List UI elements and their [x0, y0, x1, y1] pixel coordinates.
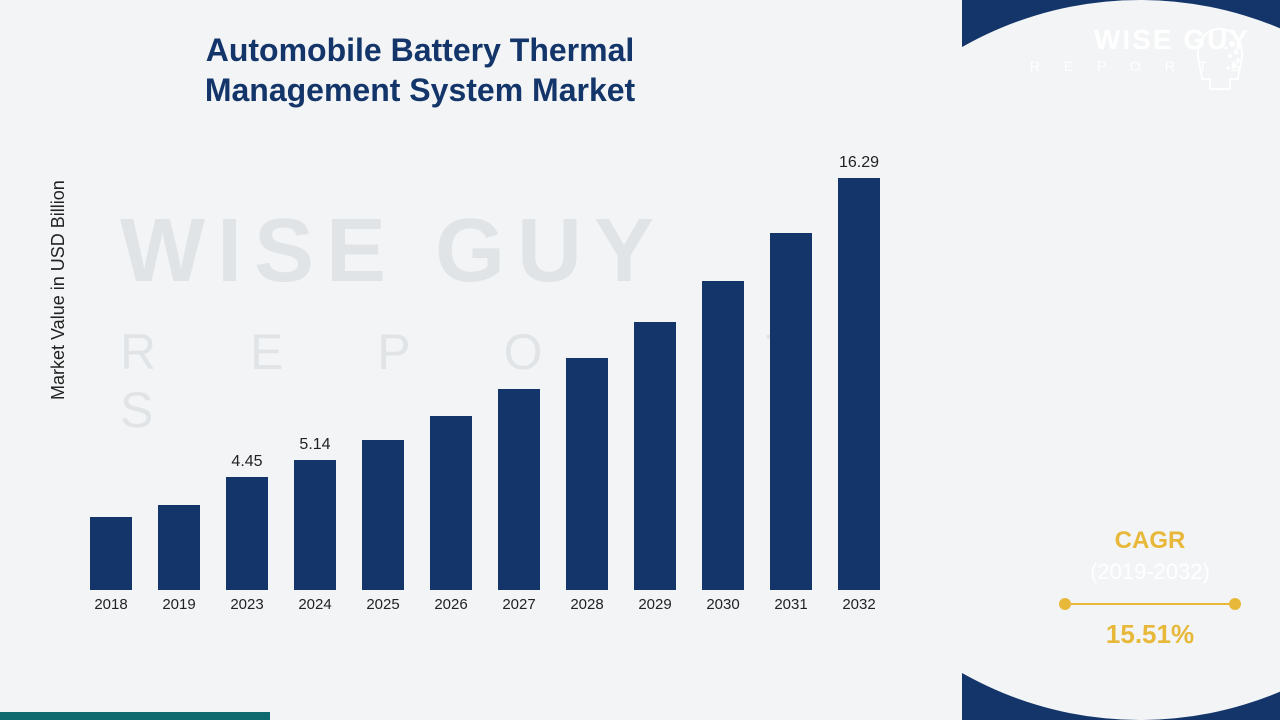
cagr-divider: [1065, 603, 1235, 605]
x-tick-label: 2027: [489, 596, 549, 613]
bar: [770, 233, 812, 590]
bar-value-label: 16.29: [829, 154, 889, 172]
x-tick-label: 2025: [353, 596, 413, 613]
page-root: WISE GUY R E P O R T S Automobile Batter…: [0, 0, 1280, 720]
bar-chart: 4.455.1416.29 20182019202320242025202620…: [80, 160, 910, 620]
bar-value-label: 4.45: [217, 453, 277, 471]
x-tick-label: 2018: [81, 596, 141, 613]
cagr-range: (2019-2032): [1050, 559, 1250, 585]
bar: [362, 440, 404, 590]
bar: [226, 477, 268, 590]
bar: [90, 517, 132, 590]
cagr-block: CAGR (2019-2032) 15.51%: [1050, 527, 1250, 650]
bar: [702, 281, 744, 590]
bar: [430, 416, 472, 590]
bar: [294, 460, 336, 590]
bar: [158, 505, 200, 590]
x-tick-label: 2031: [761, 596, 821, 613]
y-axis-label: Market Value in USD Billion: [48, 180, 69, 400]
x-tick-label: 2032: [829, 596, 889, 613]
bottom-accent-bar: [0, 712, 270, 720]
bar-value-label: 5.14: [285, 436, 345, 454]
x-tick-label: 2026: [421, 596, 481, 613]
x-tick-label: 2030: [693, 596, 753, 613]
chart-title: Automobile Battery Thermal Management Sy…: [120, 30, 720, 110]
x-tick-label: 2029: [625, 596, 685, 613]
bar: [498, 389, 540, 590]
bar: [838, 178, 880, 590]
cagr-label: CAGR: [1050, 527, 1250, 555]
bar: [634, 322, 676, 590]
x-tick-label: 2019: [149, 596, 209, 613]
plot-area: 4.455.1416.29: [80, 160, 910, 590]
cagr-value: 15.51%: [1050, 619, 1250, 650]
x-tick-label: 2023: [217, 596, 277, 613]
head-icon: [1190, 24, 1250, 94]
x-tick-label: 2024: [285, 596, 345, 613]
bar: [566, 358, 608, 590]
x-tick-label: 2028: [557, 596, 617, 613]
